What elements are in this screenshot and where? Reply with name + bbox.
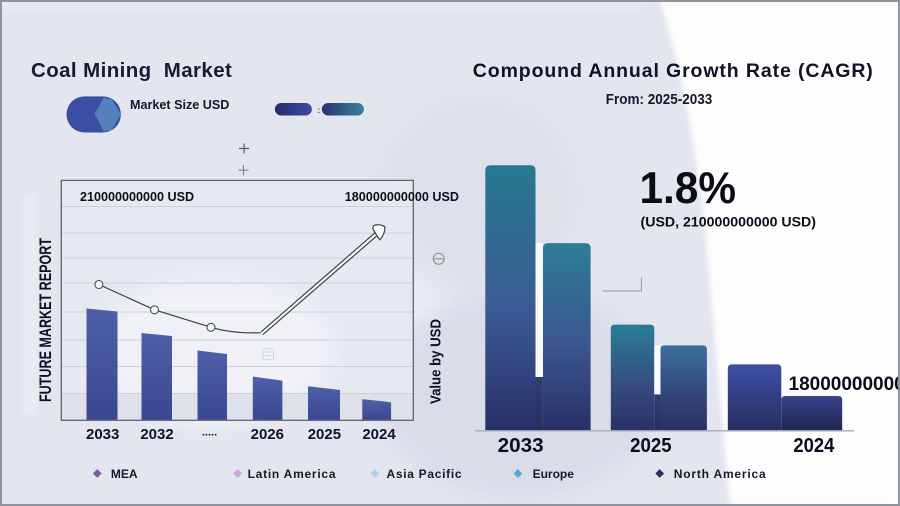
svg-text:(USD, 210000000000 USD): (USD, 210000000000 USD)	[641, 213, 817, 229]
svg-text:Value by USD: Value by USD	[427, 319, 444, 404]
svg-text:From: 2025-2033: From: 2025-2033	[606, 91, 712, 108]
svg-text:Coal Mining Market: Coal Mining Market	[31, 59, 232, 82]
svg-text:Compound Annual Growth Rate (C: Compound Annual Growth Rate (CAGR)	[473, 60, 873, 82]
svg-text:180000000000 USD: 180000000000 USD	[345, 190, 459, 204]
svg-text:Asia Pacific: Asia Pacific	[387, 467, 463, 481]
svg-text:Latin America: Latin America	[248, 467, 337, 481]
svg-text:2025: 2025	[308, 426, 341, 443]
svg-text:2025: 2025	[630, 435, 672, 457]
svg-text:2032: 2032	[140, 426, 173, 443]
svg-text:FUTURE MARKET REPORT: FUTURE MARKET REPORT	[37, 238, 55, 402]
svg-text:210000000000 USD: 210000000000 USD	[80, 190, 194, 204]
svg-text:1800000000000: 1800000000000	[789, 374, 900, 395]
svg-text:2026: 2026	[251, 426, 284, 443]
svg-text:.....: .....	[202, 427, 217, 439]
svg-text:Market Size USD: Market Size USD	[130, 98, 229, 112]
svg-text:North America: North America	[674, 467, 767, 481]
svg-text:2033: 2033	[86, 426, 119, 443]
svg-text:Europe: Europe	[533, 467, 575, 481]
svg-text:2024: 2024	[362, 426, 396, 443]
svg-text::: :	[318, 106, 321, 115]
svg-text:2033: 2033	[498, 435, 544, 457]
svg-text:2024: 2024	[793, 435, 835, 457]
svg-text:1.8%: 1.8%	[640, 164, 737, 213]
svg-text:MEA: MEA	[111, 467, 138, 481]
